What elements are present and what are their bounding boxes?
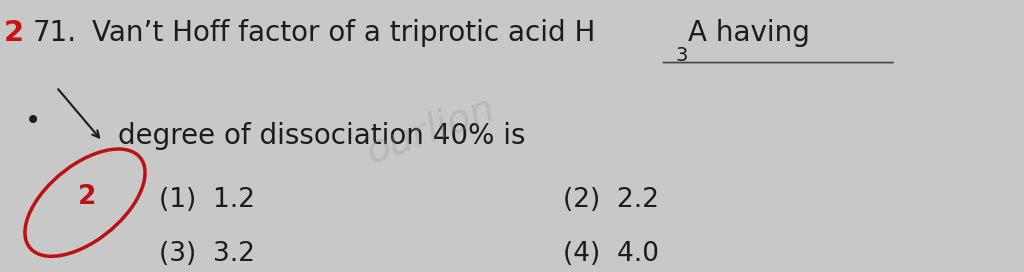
Text: (2)  2.2: (2) 2.2 xyxy=(563,187,659,213)
Text: 3: 3 xyxy=(676,46,688,65)
Text: (1)  1.2: (1) 1.2 xyxy=(159,187,255,213)
Text: (4)  4.0: (4) 4.0 xyxy=(563,241,659,267)
Text: (3)  3.2: (3) 3.2 xyxy=(159,241,255,267)
Text: 71.: 71. xyxy=(33,19,77,47)
Text: •: • xyxy=(25,107,41,135)
Text: ourlion: ourlion xyxy=(360,90,500,171)
Text: Van’t Hoff factor of a triprotic acid H: Van’t Hoff factor of a triprotic acid H xyxy=(92,19,596,47)
Text: A having: A having xyxy=(688,19,810,47)
Text: degree of dissociation 40% is: degree of dissociation 40% is xyxy=(118,122,525,150)
Text: 2: 2 xyxy=(78,184,96,210)
Text: 2: 2 xyxy=(4,19,25,47)
